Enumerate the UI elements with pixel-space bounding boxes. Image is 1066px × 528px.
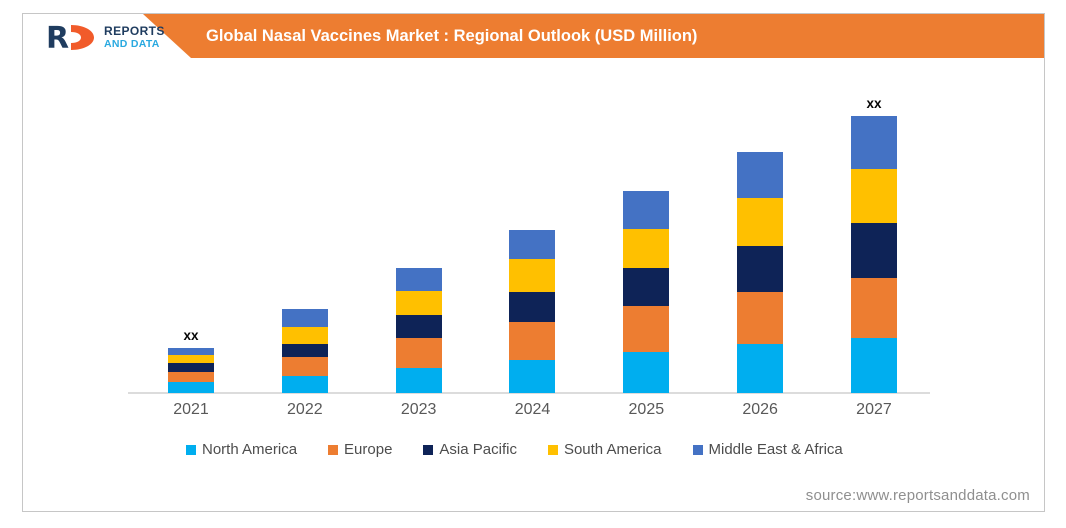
legend-swatch-icon [186,444,196,455]
bar-segment-europe-2027 [850,277,897,338]
bar-segment-asia-pacific-2027 [850,222,897,278]
source-attribution: source:www.reportsanddata.com [805,487,1030,504]
legend-label: Asia Pacific [439,441,517,458]
bar-segment-middle-east-africa-2024 [509,229,556,259]
bar-segment-north-america-2023 [395,368,442,393]
legend-label: Europe [344,441,393,458]
bar-segment-north-america-2025 [623,351,670,393]
legend-swatch-icon [547,444,558,455]
bar-segment-south-america-2023 [395,290,442,315]
bar-segment-europe-2023 [395,338,442,368]
logo-line-and-data: AND DATA [104,38,160,51]
bar-segment-north-america-2026 [737,343,784,393]
legend-label: Middle East & Africa [708,441,843,458]
bar-segment-north-america-2024 [509,359,556,393]
svg-text:R: R [46,24,69,51]
x-axis-label-2027: 2027 [856,401,892,418]
bar-segment-middle-east-africa-2023 [395,268,442,291]
legend-swatch-icon [328,444,339,455]
bar-segment-asia-pacific-2026 [737,245,784,292]
bar-segment-europe-2022 [281,357,328,376]
bar-segment-south-america-2027 [850,169,897,223]
legend-item-middle-east-africa: Middle East & Africa [692,441,843,458]
bar-segment-south-america-2021 [168,354,214,363]
bar-value-label-2027: xx [866,95,882,111]
bar-segment-asia-pacific-2024 [509,291,556,322]
x-axis-label-2026: 2026 [742,401,778,418]
header-banner-ribbon [143,14,1044,58]
header-banner: Global Nasal Vaccines Market : Regional … [23,14,1044,58]
chart-title: Global Nasal Vaccines Market : Regional … [206,27,698,45]
legend-item-europe: Europe [328,441,392,458]
reports-and-data-logo: R REPORTS AND DATA [46,24,165,51]
legend-label: North America [202,441,298,458]
bar-segment-south-america-2022 [281,327,328,344]
x-axis-line [128,392,930,394]
x-axis-label-2024: 2024 [514,401,551,418]
bar-segment-middle-east-africa-2027 [850,115,897,169]
x-axis-label-2025: 2025 [628,401,665,418]
bar-segment-asia-pacific-2023 [395,314,442,338]
bar-segment-asia-pacific-2025 [623,267,670,306]
logo-line-reports: REPORTS [104,24,165,39]
bar-segment-south-america-2026 [737,198,784,246]
x-axis-label-2022: 2022 [287,401,323,418]
bar-segment-asia-pacific-2022 [281,343,328,357]
bar-segment-europe-2021 [168,372,214,382]
legend-swatch-icon [692,444,703,455]
x-axis-label-2023: 2023 [400,401,437,418]
bar-segment-europe-2026 [737,292,784,344]
bar-segment-middle-east-africa-2025 [623,190,670,229]
x-axis-label-2021: 2021 [173,401,209,418]
bar-segment-asia-pacific-2021 [168,363,214,372]
bar-segment-south-america-2025 [623,229,670,268]
legend-item-south-america: South America [547,441,662,458]
bar-segment-south-america-2024 [509,258,556,292]
bar-value-label-2021: xx [183,327,199,343]
legend-swatch-icon [423,444,434,455]
legend-label: South America [563,441,662,458]
bar-segment-north-america-2022 [281,375,328,393]
rd-monogram-icon: R [46,24,94,51]
bar-segment-north-america-2021 [168,382,214,393]
bar-segment-europe-2024 [509,322,556,360]
bar-segment-middle-east-africa-2021 [168,347,214,355]
legend-item-asia-pacific: Asia Pacific [423,441,517,458]
bar-segment-north-america-2027 [850,337,897,393]
legend: North America Europe Asia Pacific South Ame… [186,441,843,458]
bar-segment-middle-east-africa-2022 [281,309,328,327]
logo-text: REPORTS AND DATA [104,25,165,50]
bar-segment-middle-east-africa-2026 [737,152,784,198]
bar-segment-europe-2025 [623,305,670,352]
legend-item-north-america: North America [186,441,297,458]
